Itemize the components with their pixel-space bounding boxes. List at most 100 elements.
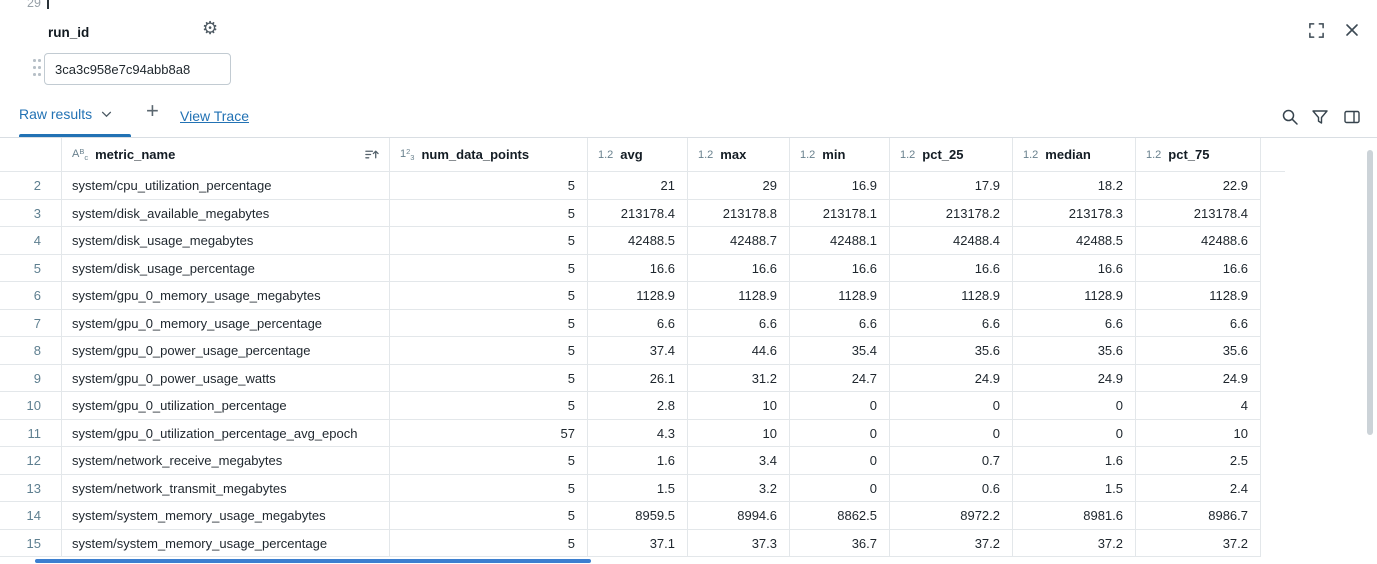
table-cell[interactable]: system/gpu_0_memory_usage_percentage xyxy=(62,309,390,337)
table-cell[interactable]: 16.6 xyxy=(1136,254,1261,282)
table-cell[interactable]: 213178.3 xyxy=(1013,199,1136,227)
table-cell[interactable]: system/disk_usage_percentage xyxy=(62,254,390,282)
table-cell[interactable]: 6.6 xyxy=(588,309,688,337)
table-cell[interactable]: 37.4 xyxy=(588,337,688,365)
table-cell[interactable]: 17.9 xyxy=(890,172,1013,200)
table-cell[interactable]: 5 xyxy=(390,254,588,282)
table-cell[interactable]: 36.7 xyxy=(790,529,890,557)
table-cell[interactable]: 5 xyxy=(390,227,588,255)
column-header-avg[interactable]: 1.2 avg xyxy=(588,138,688,172)
table-cell[interactable]: 8994.6 xyxy=(688,502,790,530)
table-cell[interactable]: 0 xyxy=(1013,392,1136,420)
view-trace-link[interactable]: View Trace xyxy=(180,108,249,124)
table-cell[interactable]: 0 xyxy=(890,392,1013,420)
table-cell[interactable]: 1.6 xyxy=(1013,447,1136,475)
table-cell[interactable]: 0.7 xyxy=(890,447,1013,475)
table-cell[interactable]: 2.8 xyxy=(588,392,688,420)
horizontal-scrollbar[interactable] xyxy=(35,559,591,563)
table-cell[interactable]: 16.6 xyxy=(890,254,1013,282)
table-cell[interactable]: 37.2 xyxy=(890,529,1013,557)
expand-icon[interactable] xyxy=(1304,18,1328,42)
table-cell[interactable]: 16.6 xyxy=(588,254,688,282)
table-cell[interactable]: 213178.4 xyxy=(588,199,688,227)
table-cell[interactable]: 4 xyxy=(1136,392,1261,420)
table-cell[interactable]: 31.2 xyxy=(688,364,790,392)
table-cell[interactable]: 5 xyxy=(390,392,588,420)
table-cell[interactable]: system/disk_usage_megabytes xyxy=(62,227,390,255)
table-cell[interactable]: 1128.9 xyxy=(790,282,890,310)
table-cell[interactable]: 24.9 xyxy=(1136,364,1261,392)
table-cell[interactable]: 8986.7 xyxy=(1136,502,1261,530)
table-cell[interactable]: 29 xyxy=(688,172,790,200)
table-cell[interactable]: 42488.5 xyxy=(588,227,688,255)
table-cell[interactable]: 2.5 xyxy=(1136,447,1261,475)
table-cell[interactable]: 44.6 xyxy=(688,337,790,365)
table-cell[interactable]: 0 xyxy=(790,419,890,447)
table-cell[interactable]: 3.2 xyxy=(688,474,790,502)
table-cell[interactable]: 26.1 xyxy=(588,364,688,392)
table-cell[interactable]: 5 xyxy=(390,337,588,365)
table-cell[interactable]: 10 xyxy=(688,392,790,420)
table-cell[interactable]: system/gpu_0_utilization_percentage xyxy=(62,392,390,420)
table-cell[interactable]: 5 xyxy=(390,474,588,502)
column-header-max[interactable]: 1.2 max xyxy=(688,138,790,172)
table-cell[interactable]: 0.6 xyxy=(890,474,1013,502)
table-cell[interactable]: 6.6 xyxy=(790,309,890,337)
table-cell[interactable]: 5 xyxy=(390,502,588,530)
search-icon[interactable] xyxy=(1278,105,1302,129)
table-cell[interactable]: 213178.1 xyxy=(790,199,890,227)
table-cell[interactable]: 16.6 xyxy=(688,254,790,282)
table-cell[interactable]: 1.5 xyxy=(1013,474,1136,502)
table-cell[interactable]: 22.9 xyxy=(1136,172,1261,200)
table-cell[interactable]: 213178.2 xyxy=(890,199,1013,227)
table-cell[interactable]: 35.6 xyxy=(1013,337,1136,365)
table-cell[interactable]: system/disk_available_megabytes xyxy=(62,199,390,227)
table-cell[interactable]: system/gpu_0_power_usage_watts xyxy=(62,364,390,392)
table-cell[interactable]: 35.4 xyxy=(790,337,890,365)
table-cell[interactable]: system/system_memory_usage_megabytes xyxy=(62,502,390,530)
table-cell[interactable]: 5 xyxy=(390,364,588,392)
table-cell[interactable]: 37.2 xyxy=(1013,529,1136,557)
table-cell[interactable]: 5 xyxy=(390,172,588,200)
table-cell[interactable]: 42488.7 xyxy=(688,227,790,255)
close-icon[interactable] xyxy=(1340,18,1364,42)
table-cell[interactable]: system/gpu_0_power_usage_percentage xyxy=(62,337,390,365)
table-cell[interactable]: system/system_memory_usage_percentage xyxy=(62,529,390,557)
table-cell[interactable]: 35.6 xyxy=(890,337,1013,365)
table-cell[interactable]: 0 xyxy=(790,447,890,475)
table-cell[interactable]: 16.9 xyxy=(790,172,890,200)
table-cell[interactable]: 6.6 xyxy=(1136,309,1261,337)
table-cell[interactable]: 10 xyxy=(1136,419,1261,447)
table-cell[interactable]: system/cpu_utilization_percentage xyxy=(62,172,390,200)
column-header-median[interactable]: 1.2 median xyxy=(1013,138,1136,172)
table-cell[interactable]: 5 xyxy=(390,447,588,475)
table-cell[interactable]: 10 xyxy=(688,419,790,447)
column-header-pct_75[interactable]: 1.2 pct_75 xyxy=(1136,138,1261,172)
table-cell[interactable]: 5 xyxy=(390,529,588,557)
table-cell[interactable]: 6.6 xyxy=(688,309,790,337)
table-cell[interactable]: 1128.9 xyxy=(688,282,790,310)
table-cell[interactable]: 37.1 xyxy=(588,529,688,557)
column-header-min[interactable]: 1.2 min xyxy=(790,138,890,172)
table-cell[interactable]: 1128.9 xyxy=(588,282,688,310)
table-cell[interactable]: 37.2 xyxy=(1136,529,1261,557)
table-cell[interactable]: 6.6 xyxy=(890,309,1013,337)
vertical-scrollbar[interactable] xyxy=(1367,150,1373,435)
table-cell[interactable]: 1128.9 xyxy=(1136,282,1261,310)
table-cell[interactable]: 8959.5 xyxy=(588,502,688,530)
table-cell[interactable]: system/gpu_0_memory_usage_megabytes xyxy=(62,282,390,310)
table-cell[interactable]: 5 xyxy=(390,282,588,310)
table-cell[interactable]: 42488.1 xyxy=(790,227,890,255)
widget-drag-handle[interactable] xyxy=(33,59,41,76)
table-cell[interactable]: 5 xyxy=(390,199,588,227)
table-cell[interactable]: 4.3 xyxy=(588,419,688,447)
table-cell[interactable]: 24.9 xyxy=(890,364,1013,392)
filter-icon[interactable] xyxy=(1308,105,1332,129)
table-cell[interactable]: 16.6 xyxy=(1013,254,1136,282)
table-cell[interactable]: 213178.8 xyxy=(688,199,790,227)
column-header-pct_25[interactable]: 1.2 pct_25 xyxy=(890,138,1013,172)
column-header-num_data_points[interactable]: 1 2 3 num_data_points xyxy=(390,138,588,172)
add-result-tab-button[interactable]: + xyxy=(146,98,159,123)
columns-layout-icon[interactable] xyxy=(1340,105,1364,129)
